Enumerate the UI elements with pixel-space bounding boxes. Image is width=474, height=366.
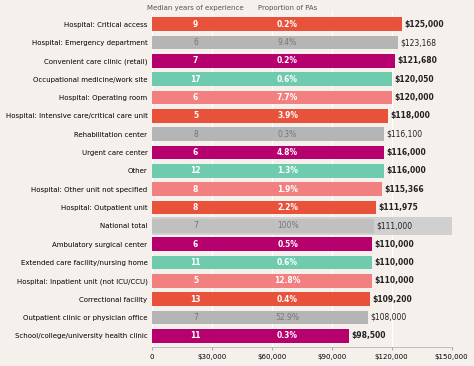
Bar — [152, 292, 370, 306]
Text: 6: 6 — [193, 148, 198, 157]
Text: 6: 6 — [193, 240, 198, 249]
Text: 100%: 100% — [277, 221, 299, 230]
Bar — [152, 311, 368, 324]
Text: $120,000: $120,000 — [394, 93, 434, 102]
Text: 7: 7 — [193, 56, 198, 66]
Text: $110,000: $110,000 — [374, 258, 414, 267]
Text: 11: 11 — [191, 258, 201, 267]
Text: Proportion of PAs: Proportion of PAs — [258, 5, 317, 11]
Text: 5: 5 — [193, 111, 198, 120]
Text: 8: 8 — [193, 203, 198, 212]
Text: 8: 8 — [193, 185, 198, 194]
Text: $115,366: $115,366 — [385, 185, 424, 194]
Text: 0.5%: 0.5% — [277, 240, 298, 249]
Bar — [152, 17, 401, 31]
Text: 0.3%: 0.3% — [278, 130, 297, 139]
Text: 7: 7 — [193, 313, 198, 322]
Bar — [152, 255, 372, 269]
Text: $116,000: $116,000 — [386, 167, 426, 175]
Text: 9.4%: 9.4% — [278, 38, 297, 47]
Text: $121,680: $121,680 — [397, 56, 437, 66]
Text: 3.9%: 3.9% — [277, 111, 298, 120]
Bar — [152, 54, 395, 68]
Text: 0.2%: 0.2% — [277, 20, 298, 29]
Bar — [152, 329, 348, 343]
Text: 7: 7 — [193, 221, 198, 230]
Bar — [152, 72, 392, 86]
Text: 0.3%: 0.3% — [277, 331, 298, 340]
Bar — [152, 219, 374, 233]
Text: Median years of experience: Median years of experience — [147, 5, 244, 11]
Bar — [152, 36, 398, 49]
Text: 0.4%: 0.4% — [277, 295, 298, 304]
Text: 6: 6 — [193, 93, 198, 102]
Text: $116,000: $116,000 — [386, 148, 426, 157]
Text: 0.6%: 0.6% — [277, 258, 298, 267]
Text: $116,100: $116,100 — [386, 130, 422, 139]
Text: $111,000: $111,000 — [376, 221, 412, 230]
Text: 12: 12 — [191, 167, 201, 175]
Bar — [152, 217, 452, 235]
Text: 11: 11 — [191, 331, 201, 340]
Text: $109,200: $109,200 — [373, 295, 412, 304]
Text: 1.9%: 1.9% — [277, 185, 298, 194]
Bar — [152, 274, 372, 288]
Text: $110,000: $110,000 — [374, 276, 414, 285]
Text: 0.2%: 0.2% — [277, 56, 298, 66]
Text: 2.2%: 2.2% — [277, 203, 298, 212]
Text: 9: 9 — [193, 20, 198, 29]
Text: 12.8%: 12.8% — [274, 276, 301, 285]
Text: $110,000: $110,000 — [374, 240, 414, 249]
Text: $123,168: $123,168 — [401, 38, 437, 47]
Bar — [152, 182, 383, 196]
Bar — [152, 109, 388, 123]
Text: $108,000: $108,000 — [370, 313, 406, 322]
Text: $125,000: $125,000 — [404, 20, 444, 29]
Text: 5: 5 — [193, 276, 198, 285]
Text: 17: 17 — [190, 75, 201, 84]
Text: 8: 8 — [193, 130, 198, 139]
Bar — [152, 164, 383, 178]
Text: 1.3%: 1.3% — [277, 167, 298, 175]
Text: $120,050: $120,050 — [394, 75, 434, 84]
Text: $98,500: $98,500 — [351, 331, 385, 340]
Text: 52.9%: 52.9% — [275, 313, 300, 322]
Text: 4.8%: 4.8% — [277, 148, 298, 157]
Text: $111,975: $111,975 — [378, 203, 418, 212]
Text: 7.7%: 7.7% — [277, 93, 298, 102]
Bar — [152, 237, 372, 251]
Text: 0.6%: 0.6% — [277, 75, 298, 84]
Text: $118,000: $118,000 — [390, 111, 430, 120]
Text: 6: 6 — [193, 38, 198, 47]
Bar — [152, 91, 392, 104]
Text: 13: 13 — [191, 295, 201, 304]
Bar — [152, 146, 383, 160]
Bar — [152, 127, 384, 141]
Bar — [152, 201, 375, 214]
